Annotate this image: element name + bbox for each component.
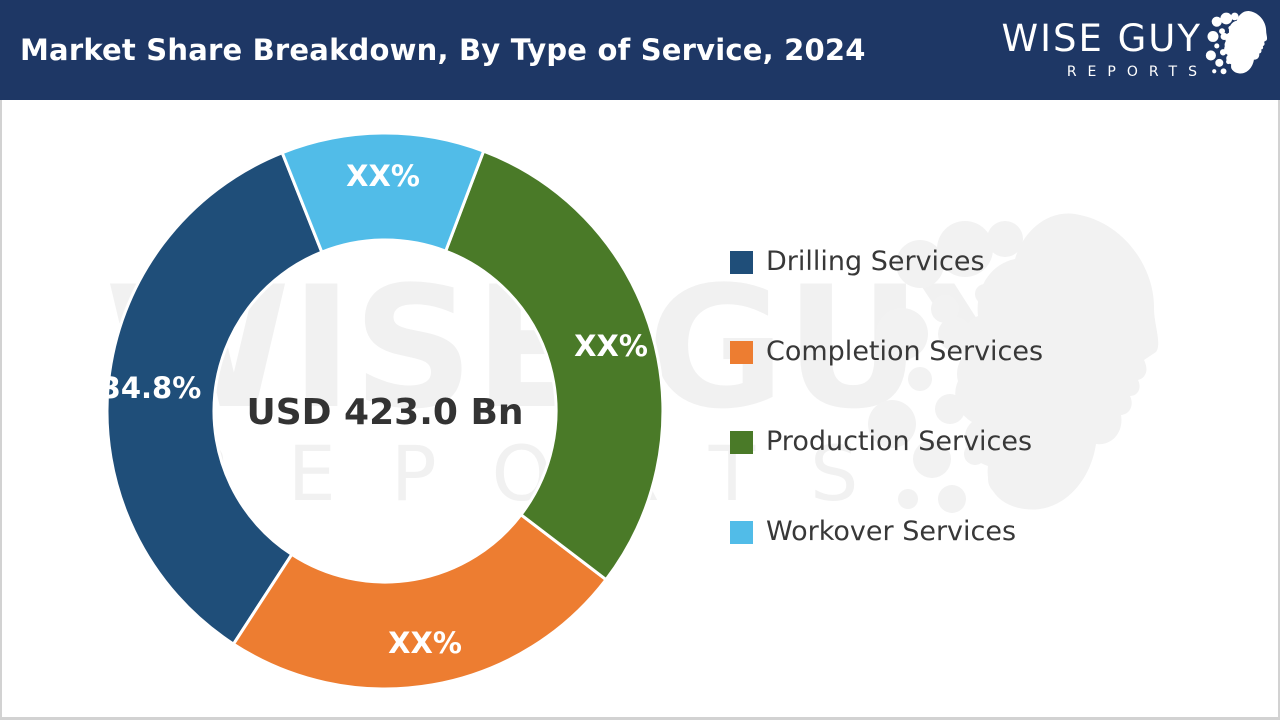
segment-label: 34.8%: [101, 371, 202, 405]
legend-item: Production Services: [730, 425, 1043, 459]
legend-swatch: [730, 340, 753, 364]
header-bar: Market Share Breakdown, By Type of Servi…: [0, 0, 1280, 100]
segment-label: XX%: [346, 159, 420, 193]
watermark-face-icon: [868, 213, 1159, 513]
brand-logo-text: WISE GUY REPORTS: [1002, 20, 1202, 80]
legend-swatch: [730, 520, 753, 544]
brand-name: WISE GUY: [1001, 17, 1202, 60]
legend-item: Drilling Services: [730, 245, 1043, 279]
legend: Drilling Services Completion Services Prod…: [730, 245, 1043, 549]
segment-label: XX%: [574, 329, 648, 363]
legend-swatch: [730, 250, 753, 274]
segment-label: XX%: [388, 626, 462, 660]
brand-face-icon: [1205, 11, 1268, 75]
donut-segment: [105, 150, 324, 647]
donut-segment: [231, 512, 609, 691]
chart-area: WISE GUY REPORTS 34.8%XX%XX%XX%USD 423.0…: [2, 100, 1278, 717]
legend-label: Workover Services: [766, 516, 1017, 547]
donut-chart: 34.8% XX% XX% XX% USD 423.0 Bn: [101, 131, 665, 691]
legend-swatch: [730, 430, 753, 454]
page-title: Market Share Breakdown, By Type of Servi…: [20, 33, 866, 67]
brand-logo: WISE GUY REPORTS: [1002, 6, 1278, 88]
legend-item: Completion Services: [730, 335, 1043, 369]
brand-subtitle: REPORTS: [1066, 64, 1208, 80]
legend-label: Completion Services: [766, 336, 1044, 367]
donut-segment: [280, 131, 486, 255]
donut-center-label: USD 423.0 Bn: [246, 392, 523, 433]
legend-item: Workover Services: [730, 515, 1043, 549]
legend-label: Production Services: [766, 426, 1033, 457]
legend-label: Drilling Services: [766, 246, 985, 277]
donut-segment: [443, 149, 665, 582]
